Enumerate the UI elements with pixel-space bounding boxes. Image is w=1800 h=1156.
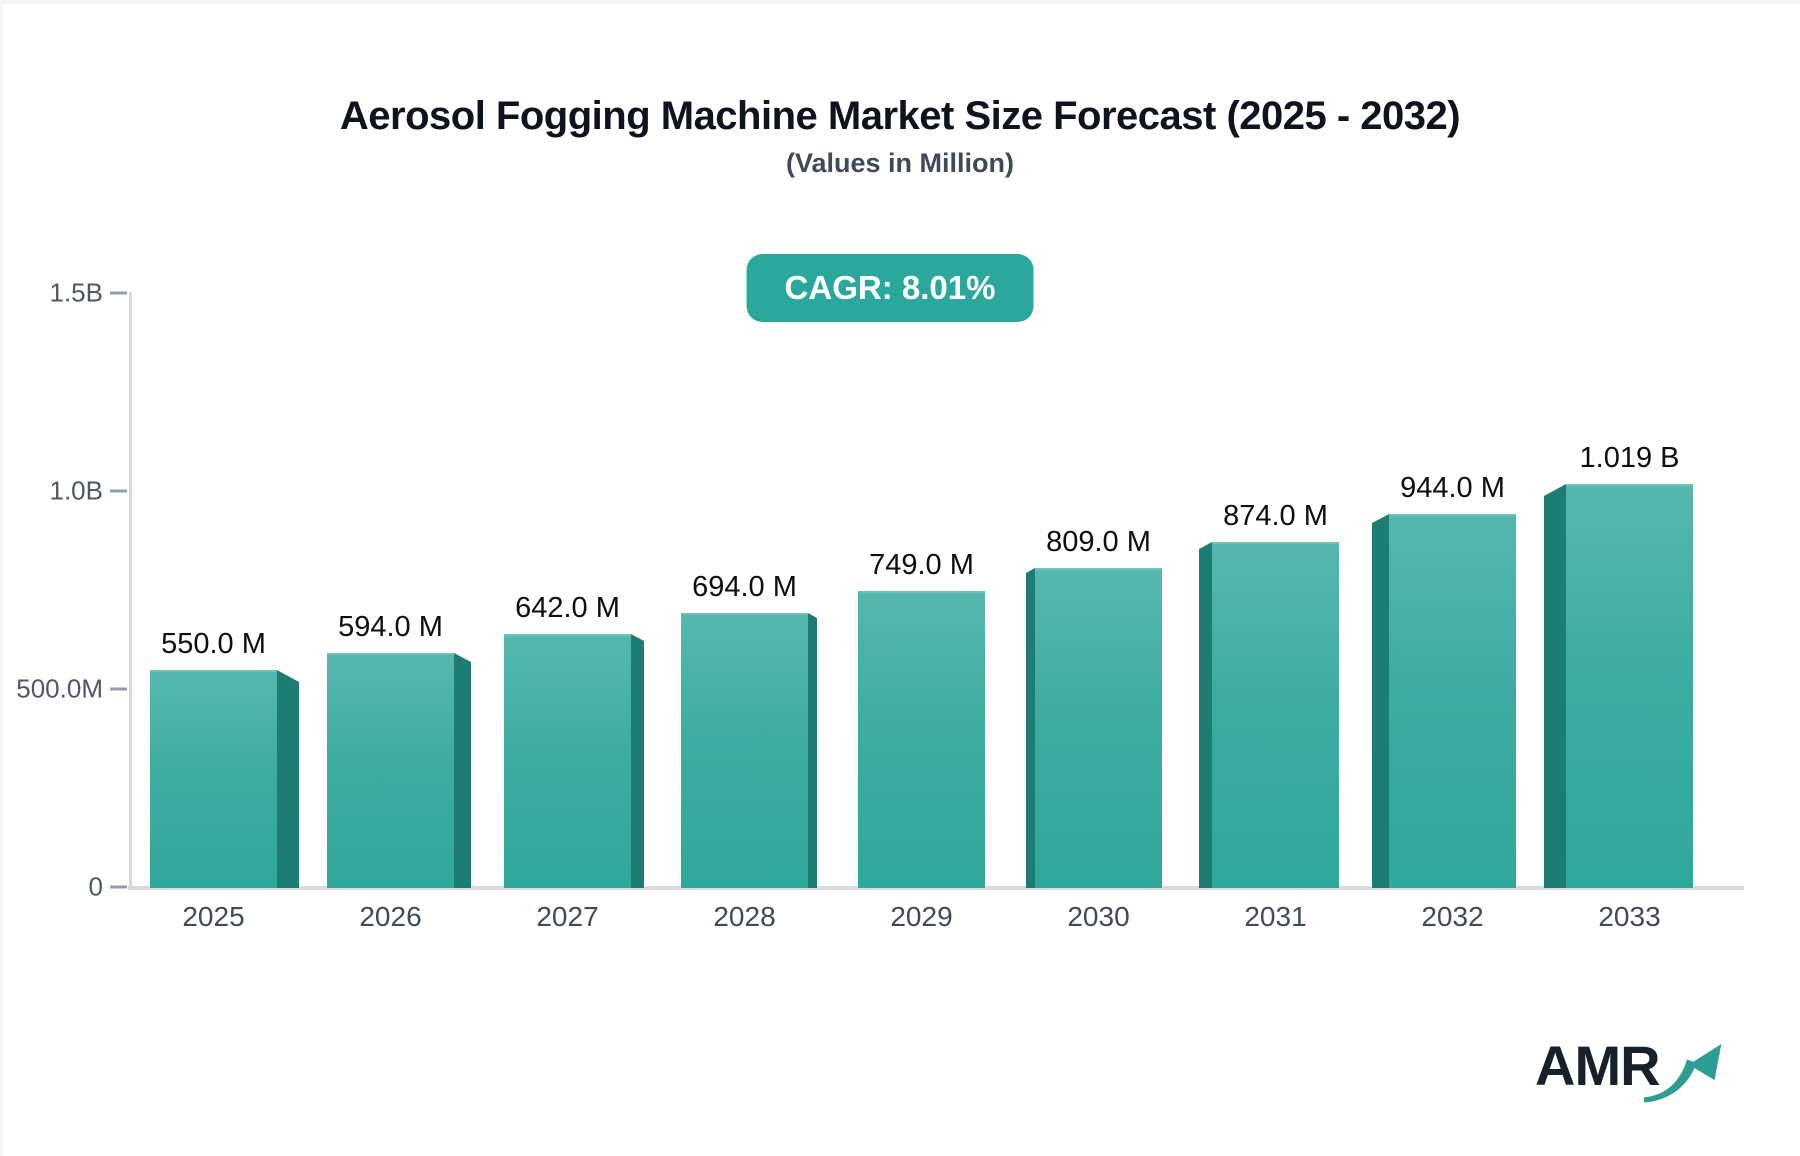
bar-side-2030 bbox=[1026, 568, 1035, 888]
x-axis-tick-label: 2029 bbox=[890, 901, 953, 932]
x-axis-tick-label: 2030 bbox=[1067, 901, 1130, 932]
y-axis-tick-label: 1.0B bbox=[49, 475, 104, 506]
x-axis-tick-label: 2027 bbox=[536, 901, 599, 932]
bar-side-2031 bbox=[1199, 542, 1212, 888]
y-axis-tick-mark bbox=[110, 489, 127, 493]
bar-2030 bbox=[1035, 568, 1162, 888]
bar-2028 bbox=[681, 613, 808, 888]
bar-value-label: 749.0 M bbox=[869, 549, 974, 581]
bar-value-label: 642.0 M bbox=[515, 592, 620, 624]
y-axis-tick-mark bbox=[110, 885, 127, 889]
bar-value-label: 874.0 M bbox=[1223, 500, 1328, 532]
card-left-edge bbox=[0, 0, 3, 1156]
bar-value-label: 1.019 B bbox=[1579, 442, 1680, 474]
bar-value-label: 809.0 M bbox=[1046, 526, 1151, 558]
bar-side-2027 bbox=[631, 634, 644, 888]
chart-title: Aerosol Fogging Machine Market Size Fore… bbox=[339, 94, 1461, 138]
bar-2027 bbox=[504, 634, 631, 888]
bar-value-label: 694.0 M bbox=[692, 571, 797, 603]
card-top-edge bbox=[0, 0, 1800, 4]
bar-side-2028 bbox=[808, 613, 817, 888]
x-axis-tick-label: 2033 bbox=[1598, 901, 1661, 932]
y-axis-tick-label: 1.5B bbox=[49, 277, 104, 308]
bar-side-2025 bbox=[277, 670, 299, 888]
bar-side-2033 bbox=[1544, 484, 1566, 888]
growth-arrow-icon bbox=[1643, 1044, 1721, 1103]
x-axis-tick-label: 2026 bbox=[359, 901, 422, 932]
y-axis-tick-label: 0 bbox=[88, 871, 103, 902]
y-axis-tick-mark bbox=[110, 291, 127, 295]
bar-side-2026 bbox=[454, 653, 471, 888]
chart-subtitle: (Values in Million) bbox=[785, 148, 1015, 178]
amr-logo-text: AMR bbox=[1535, 1034, 1661, 1097]
x-axis-tick-label: 2025 bbox=[182, 901, 245, 932]
amr-logo: AMR bbox=[1535, 1038, 1730, 1108]
bar-side-2032 bbox=[1372, 514, 1389, 888]
cagr-badge: CAGR: 8.01% bbox=[746, 254, 1034, 322]
bar-value-label: 944.0 M bbox=[1400, 472, 1505, 504]
bar-value-label: 550.0 M bbox=[161, 628, 266, 660]
y-axis-tick-mark bbox=[110, 687, 127, 691]
x-axis-tick-label: 2028 bbox=[713, 901, 776, 932]
bar-2033 bbox=[1566, 484, 1693, 888]
x-axis-tick-label: 2032 bbox=[1421, 901, 1484, 932]
x-axis-line bbox=[128, 886, 1744, 890]
x-axis-tick-label: 2031 bbox=[1244, 901, 1307, 932]
bar-2032 bbox=[1389, 514, 1516, 888]
bar-2025 bbox=[150, 670, 277, 888]
bar-2026 bbox=[327, 653, 454, 888]
bar-2031 bbox=[1212, 542, 1339, 888]
bar-value-label: 594.0 M bbox=[338, 611, 443, 643]
y-axis-line bbox=[129, 292, 132, 888]
bar-2029 bbox=[858, 591, 985, 888]
y-axis-tick-label: 500.0M bbox=[16, 673, 103, 704]
